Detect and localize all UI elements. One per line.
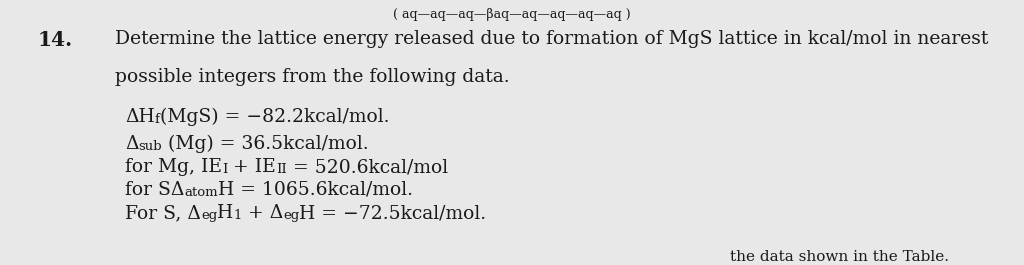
Text: f: f bbox=[155, 113, 160, 126]
Text: + Δ: + Δ bbox=[242, 204, 283, 222]
Text: the data shown in the Table.: the data shown in the Table. bbox=[730, 250, 949, 264]
Text: (Mg) = 36.5kcal/mol.: (Mg) = 36.5kcal/mol. bbox=[162, 135, 369, 153]
Text: = 520.6kcal/mol: = 520.6kcal/mol bbox=[287, 158, 449, 176]
Text: atom: atom bbox=[184, 186, 218, 199]
Text: H = −72.5kcal/mol.: H = −72.5kcal/mol. bbox=[299, 204, 486, 222]
Text: for SΔ: for SΔ bbox=[125, 181, 184, 199]
Text: eg: eg bbox=[201, 209, 217, 222]
Text: for Mg, IE: for Mg, IE bbox=[125, 158, 222, 176]
Text: I: I bbox=[222, 163, 227, 176]
Text: eg: eg bbox=[283, 209, 299, 222]
Text: 1: 1 bbox=[233, 209, 242, 222]
Text: II: II bbox=[276, 163, 287, 176]
Text: sub: sub bbox=[138, 140, 162, 153]
Text: ΔH: ΔH bbox=[125, 108, 155, 126]
Text: (MgS) = −82.2kcal/mol.: (MgS) = −82.2kcal/mol. bbox=[160, 108, 389, 126]
Text: 14.: 14. bbox=[38, 30, 73, 50]
Text: Δ: Δ bbox=[125, 135, 138, 153]
Text: For S, Δ: For S, Δ bbox=[125, 204, 201, 222]
Text: possible integers from the following data.: possible integers from the following dat… bbox=[115, 68, 510, 86]
Text: + IE: + IE bbox=[227, 158, 276, 176]
Text: ( aq—aq—aq—βaq—aq—aq—aq—aq ): ( aq—aq—aq—βaq—aq—aq—aq—aq ) bbox=[393, 8, 631, 21]
Text: Determine the lattice energy released due to formation of MgS lattice in kcal/mo: Determine the lattice energy released du… bbox=[115, 30, 988, 48]
Text: H = 1065.6kcal/mol.: H = 1065.6kcal/mol. bbox=[218, 181, 413, 199]
Text: H: H bbox=[217, 204, 233, 222]
